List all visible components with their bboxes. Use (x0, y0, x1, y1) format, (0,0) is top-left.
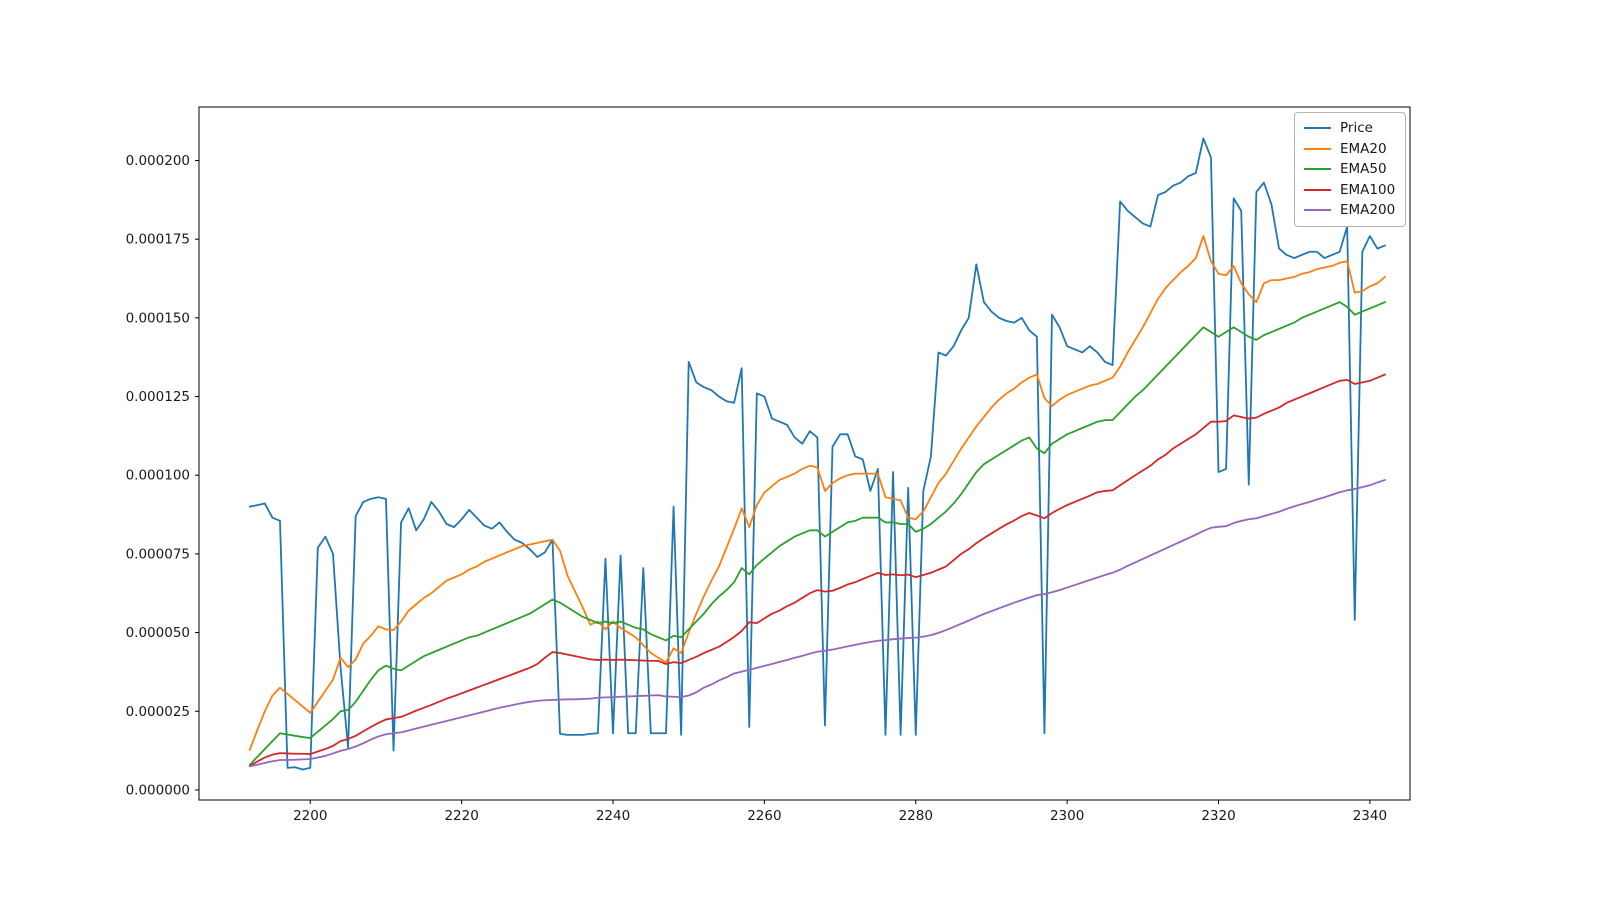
legend-line-swatch (1304, 168, 1331, 171)
legend-item-ema20: EMA20 (1304, 139, 1396, 160)
legend-line-swatch (1304, 209, 1331, 212)
y-tick-label: 0.000100 (126, 468, 190, 484)
legend-item-ema100: EMA100 (1304, 180, 1396, 201)
y-tick-label: 0.000025 (126, 704, 190, 720)
series-line-ema50 (248, 301, 1386, 766)
legend-label: Price (1340, 120, 1373, 137)
legend-line-swatch (1304, 127, 1331, 130)
y-tick-label: 0.000150 (126, 310, 190, 326)
y-tick-label: 0.000000 (126, 782, 190, 798)
legend-label: EMA100 (1340, 181, 1396, 198)
axes-frame (198, 106, 1411, 801)
legend-label: EMA50 (1340, 161, 1387, 178)
legend-label: EMA200 (1340, 202, 1396, 219)
x-tick-label: 2220 (444, 808, 478, 824)
y-tick-label: 0.000175 (126, 232, 190, 248)
x-tick-label: 2320 (1201, 808, 1235, 824)
y-tick-label: 0.000200 (126, 153, 190, 169)
y-tick-label: 0.000050 (126, 625, 190, 641)
x-tick-label: 2340 (1353, 808, 1387, 824)
x-tick-label: 2260 (747, 808, 781, 824)
series-line-ema20 (248, 235, 1386, 751)
series-line-ema100 (248, 373, 1386, 767)
legend-item-ema50: EMA50 (1304, 159, 1396, 180)
x-tick-label: 2300 (1050, 808, 1084, 824)
legend-item-ema200: EMA200 (1304, 200, 1396, 221)
x-tick-label: 2240 (596, 808, 630, 824)
y-tick-label: 0.000075 (126, 546, 190, 562)
legend-label: EMA20 (1340, 140, 1387, 157)
x-tick-label: 2280 (899, 808, 933, 824)
legend: Price EMA20 EMA50 EMA100 EMA200 (1294, 112, 1406, 227)
legend-item-price: Price (1304, 118, 1396, 139)
y-tick-label: 0.000125 (126, 389, 190, 405)
series-line-price (248, 137, 1386, 771)
legend-line-swatch (1304, 188, 1331, 191)
x-tick-label: 2200 (293, 808, 327, 824)
series-line-ema200 (248, 479, 1386, 768)
legend-line-swatch (1304, 147, 1331, 150)
